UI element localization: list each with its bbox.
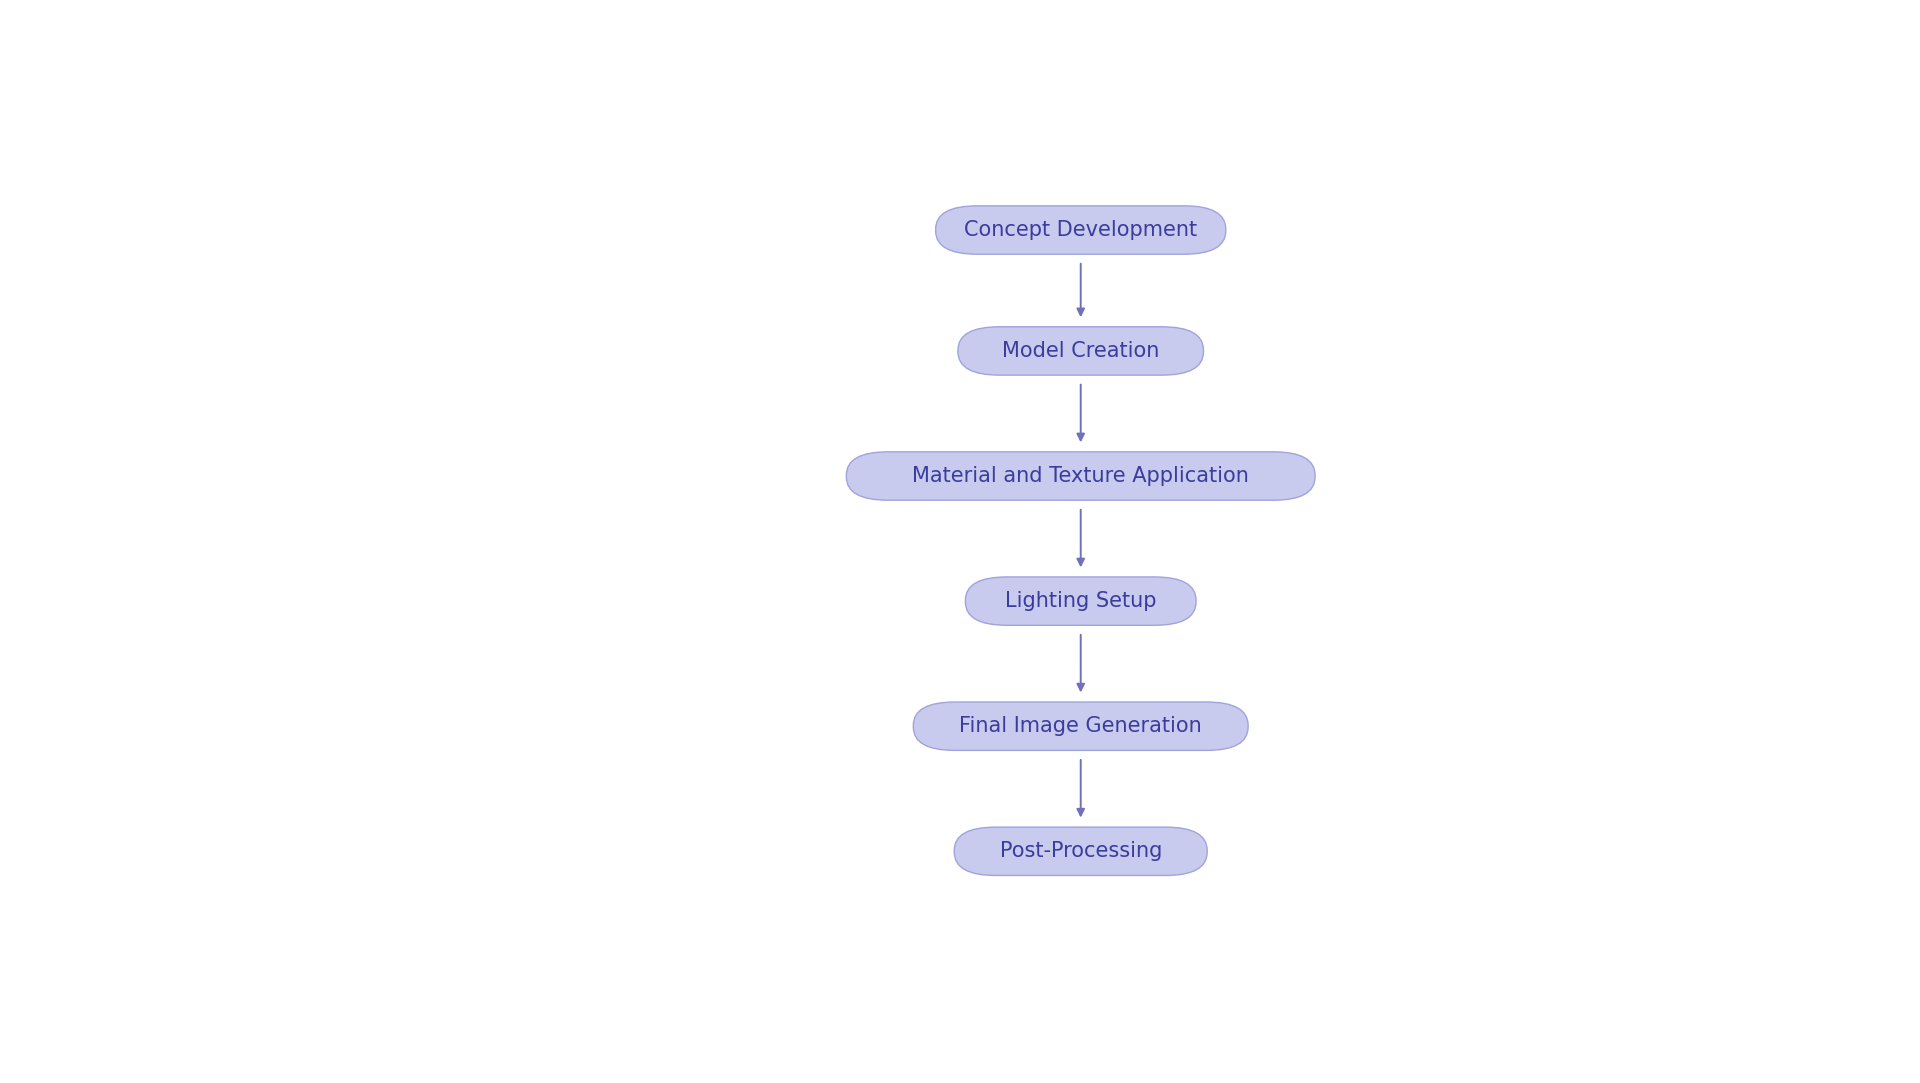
Text: Concept Development: Concept Development: [964, 220, 1198, 240]
FancyBboxPatch shape: [847, 452, 1315, 500]
Text: Final Image Generation: Final Image Generation: [960, 716, 1202, 736]
Text: Post-Processing: Post-Processing: [1000, 841, 1162, 861]
FancyBboxPatch shape: [935, 206, 1225, 255]
FancyBboxPatch shape: [914, 702, 1248, 751]
Text: Material and Texture Application: Material and Texture Application: [912, 466, 1250, 486]
Text: Lighting Setup: Lighting Setup: [1004, 591, 1156, 611]
FancyBboxPatch shape: [966, 577, 1196, 625]
Text: Model Creation: Model Creation: [1002, 341, 1160, 361]
FancyBboxPatch shape: [954, 827, 1208, 875]
FancyBboxPatch shape: [958, 327, 1204, 375]
